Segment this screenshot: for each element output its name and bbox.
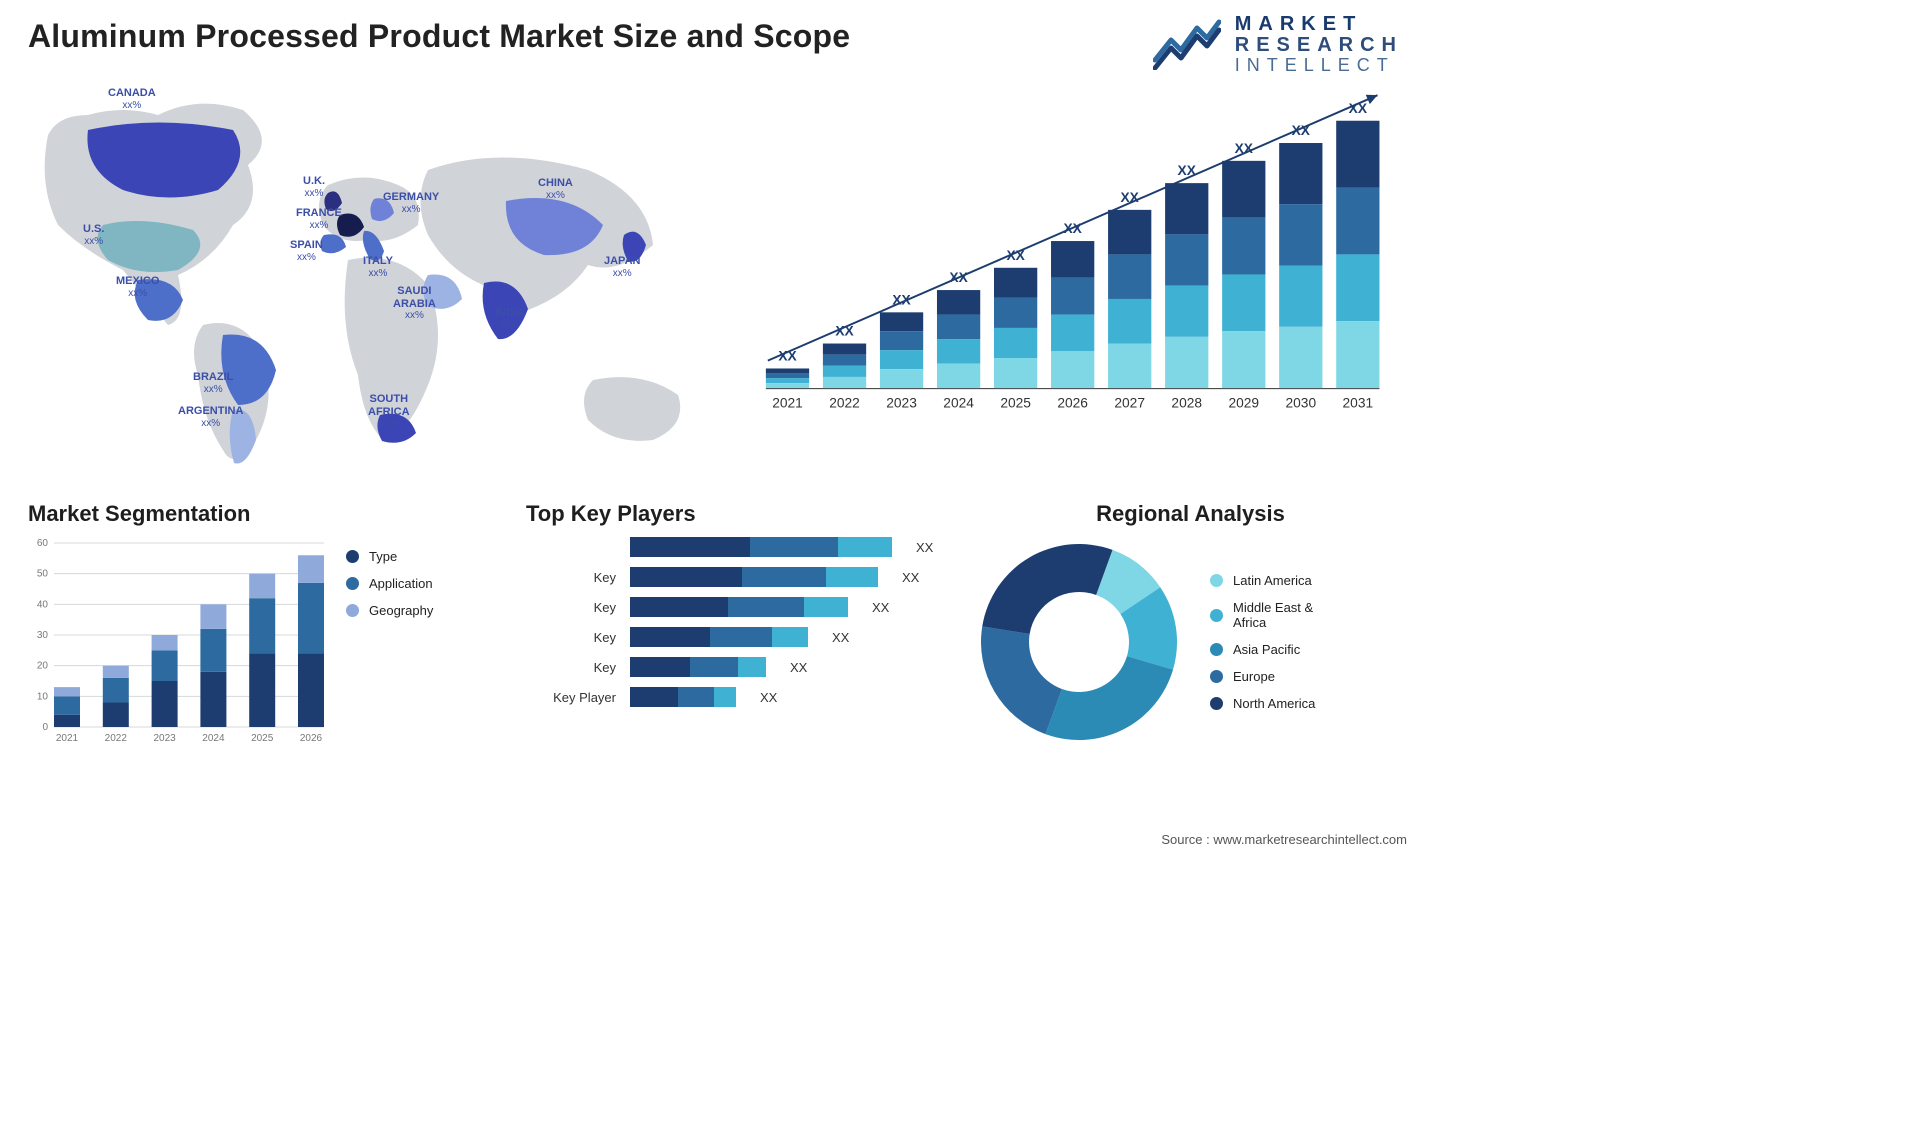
map-country-label: CHINAxx%	[538, 177, 573, 201]
growth-chart-svg: 2021XX2022XX2023XX2024XX2025XX2026XX2027…	[758, 75, 1407, 475]
regional-panel: Regional Analysis Latin America Middle Ea…	[974, 501, 1407, 791]
svg-text:30: 30	[37, 630, 49, 641]
map-country-label: SOUTHAFRICAxx%	[368, 393, 410, 430]
map-country-label: CANADAxx%	[108, 87, 156, 111]
key-player-value: XX	[760, 690, 777, 705]
map-country-label: SAUDIARABIAxx%	[393, 285, 436, 322]
svg-text:2021: 2021	[772, 396, 803, 411]
key-player-name: Key Player	[526, 690, 616, 705]
map-country-label: U.K.xx%	[303, 175, 325, 199]
svg-text:2022: 2022	[105, 733, 128, 744]
growth-chart: 2021XX2022XX2023XX2024XX2025XX2026XX2027…	[758, 75, 1407, 475]
key-player-name: Key	[526, 660, 616, 675]
map-country-label: INDIAxx%	[495, 307, 525, 331]
svg-text:2030: 2030	[1286, 396, 1317, 411]
key-players-title: Top Key Players	[526, 501, 946, 527]
svg-text:2024: 2024	[202, 733, 225, 744]
brand-logo: MARKET RESEARCH INTELLECT	[1153, 14, 1403, 75]
regional-legend-item: Europe	[1210, 669, 1315, 684]
key-player-name: Key	[526, 630, 616, 645]
map-country-label: MEXICOxx%	[116, 275, 159, 299]
key-player-value: XX	[902, 570, 919, 585]
map-country-label: FRANCExx%	[296, 207, 342, 231]
source-attribution: Source : www.marketresearchintellect.com	[1161, 832, 1407, 847]
svg-text:2026: 2026	[300, 733, 323, 744]
svg-text:2026: 2026	[1057, 396, 1088, 411]
world-map: CANADAxx% U.S.xx% MEXICOxx% BRAZILxx% ARGENT…	[28, 75, 728, 475]
svg-text:2023: 2023	[153, 733, 176, 744]
segmentation-legend-item: Geography	[346, 603, 433, 618]
svg-text:2025: 2025	[251, 733, 274, 744]
map-country-label: ITALYxx%	[363, 255, 393, 279]
segmentation-chart-svg: 0 10 20 30 40 50 60 2021 2022 2023 2024 2025 2026	[28, 537, 328, 747]
key-player-value: XX	[916, 540, 933, 555]
key-player-row: Key XX	[526, 627, 946, 647]
key-player-value: XX	[790, 660, 807, 675]
key-player-row: Key XX	[526, 657, 946, 677]
svg-text:60: 60	[37, 538, 49, 549]
segmentation-panel: Market Segmentation 0 10 20 30 40 50 60 2021 202…	[28, 501, 498, 791]
svg-text:10: 10	[37, 691, 49, 702]
key-player-row: Key XX	[526, 567, 946, 587]
segmentation-legend-item: Type	[346, 549, 433, 564]
svg-text:XX: XX	[835, 324, 854, 339]
svg-text:2031: 2031	[1343, 396, 1374, 411]
logo-mark-icon	[1153, 18, 1221, 70]
map-country-label: JAPANxx%	[604, 255, 640, 279]
regional-donut-svg	[974, 537, 1184, 747]
svg-text:2028: 2028	[1171, 396, 1202, 411]
key-player-row: Key XX	[526, 597, 946, 617]
key-player-value: XX	[832, 630, 849, 645]
svg-text:2022: 2022	[829, 396, 860, 411]
regional-legend: Latin America Middle East &Africa Asia Pac…	[1210, 561, 1315, 723]
logo-word-1: MARKET	[1235, 14, 1403, 35]
logo-word-2: RESEARCH	[1235, 35, 1403, 56]
svg-text:2027: 2027	[1114, 396, 1145, 411]
regional-title: Regional Analysis	[974, 501, 1407, 527]
key-player-value: XX	[872, 600, 889, 615]
map-country-label: U.S.xx%	[83, 223, 104, 247]
segmentation-legend: Type Application Geography	[346, 537, 433, 747]
key-player-row: Key Player XX	[526, 687, 946, 707]
map-country-label: ARGENTINAxx%	[178, 405, 243, 429]
key-player-name: Key	[526, 600, 616, 615]
svg-text:40: 40	[37, 599, 49, 610]
regional-legend-item: Asia Pacific	[1210, 642, 1315, 657]
svg-text:2021: 2021	[56, 733, 79, 744]
map-country-label: GERMANYxx%	[383, 191, 439, 215]
svg-text:50: 50	[37, 569, 49, 580]
logo-word-3: INTELLECT	[1235, 56, 1403, 75]
key-players-chart: XX Key XX Key XX Key XX Key XX Key Player XX	[526, 537, 946, 707]
svg-text:0: 0	[42, 722, 48, 733]
svg-text:2025: 2025	[1000, 396, 1031, 411]
regional-legend-item: Latin America	[1210, 573, 1315, 588]
key-players-panel: Top Key Players XXKeyXXKeyXXKeyXXKeyXXKe…	[526, 501, 946, 791]
svg-text:2024: 2024	[943, 396, 974, 411]
key-player-name: Key	[526, 570, 616, 585]
segmentation-title: Market Segmentation	[28, 501, 498, 527]
map-country-label: BRAZILxx%	[193, 371, 233, 395]
regional-legend-item: North America	[1210, 696, 1315, 711]
key-player-row: XX	[526, 537, 946, 557]
segmentation-legend-item: Application	[346, 576, 433, 591]
svg-text:2023: 2023	[886, 396, 917, 411]
svg-text:20: 20	[37, 661, 49, 672]
regional-legend-item: Middle East &Africa	[1210, 600, 1315, 630]
svg-text:2029: 2029	[1228, 396, 1259, 411]
map-country-label: SPAINxx%	[290, 239, 323, 263]
